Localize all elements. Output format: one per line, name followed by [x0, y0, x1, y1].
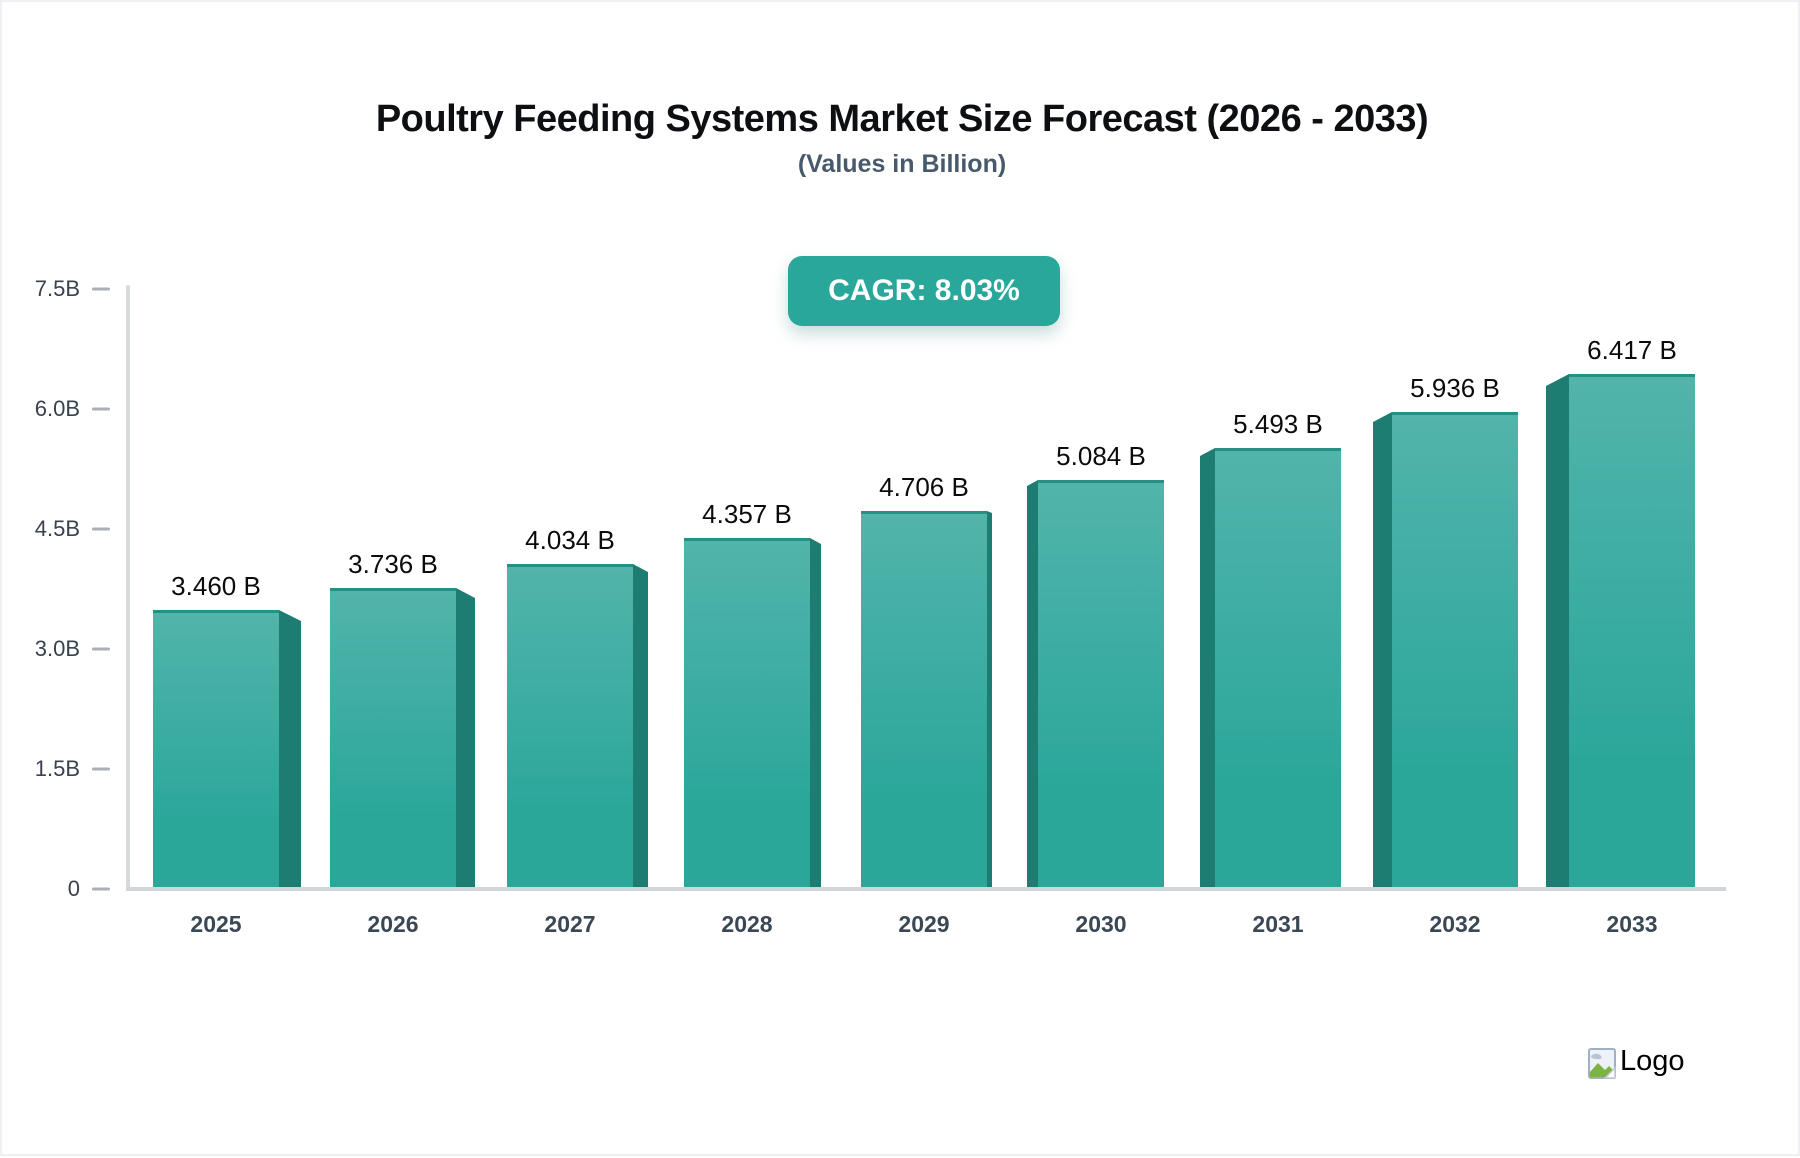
logo: Logo [1588, 1042, 1685, 1080]
cagr-badge: CAGR: 8.03% [788, 256, 1060, 326]
y-axis-line [126, 285, 130, 889]
chart-subtitle: (Values in Billion) [797, 150, 1007, 178]
x-tick-label: 2027 [544, 911, 596, 937]
bar-face [507, 564, 633, 887]
y-tick-mark [92, 527, 110, 531]
bar-face [153, 610, 279, 887]
bar-face [1038, 480, 1164, 887]
logo-alt-text: Logo [1620, 1044, 1685, 1077]
y-tick-mark [92, 287, 110, 291]
x-tick-label: 2026 [367, 911, 419, 937]
chart-title: Poultry Feeding Systems Market Size Fore… [375, 98, 1429, 140]
bar-value-label: 6.417 B [1587, 335, 1677, 365]
bar [1200, 448, 1341, 887]
bar-side-3d [1546, 374, 1569, 887]
bar [330, 588, 475, 887]
x-tick-label: 2033 [1606, 911, 1658, 937]
x-tick-label: 2030 [1075, 911, 1127, 937]
bar [153, 610, 301, 887]
bar-value-label: 4.034 B [525, 525, 615, 555]
bar-face [1569, 374, 1695, 887]
y-tick-label: 0 [67, 876, 80, 901]
x-tick-label: 2032 [1429, 911, 1481, 937]
y-tick-label: 3.0B [34, 636, 80, 661]
y-tick-mark [92, 407, 110, 411]
bar-side-3d [1027, 480, 1038, 887]
bar-value-label: 3.736 B [348, 549, 438, 579]
y-tick-label: 4.5B [34, 516, 80, 541]
bar-value-label: 4.357 B [702, 499, 792, 529]
bar-face [330, 588, 456, 887]
y-tick-mark [92, 767, 110, 771]
broken-image-icon [1588, 1048, 1616, 1079]
bar-side-3d [633, 564, 648, 887]
x-tick-label: 2029 [898, 911, 950, 937]
x-axis-line [126, 887, 1726, 891]
cagr-badge-label: CAGR: 8.03% [828, 274, 1020, 307]
bar-face [1215, 448, 1341, 887]
y-tick-mark [92, 887, 110, 891]
bar [1546, 374, 1695, 887]
x-tick-label: 2031 [1252, 911, 1304, 937]
x-tick-label: 2028 [721, 911, 773, 937]
y-tick-label: 6.0B [34, 396, 80, 421]
bar-value-label: 5.084 B [1056, 441, 1146, 471]
bar-side-3d [279, 610, 301, 887]
bar-side-3d [1200, 448, 1215, 887]
bar [507, 564, 648, 887]
x-tick-label: 2025 [190, 911, 242, 937]
y-tick-label: 7.5B [34, 276, 80, 301]
bar-value-label: 5.936 B [1410, 373, 1500, 403]
bar-side-3d [1373, 412, 1392, 887]
bar-value-label: 3.460 B [171, 571, 261, 601]
y-tick-label: 1.5B [34, 756, 80, 781]
bar [1373, 412, 1518, 887]
bar [684, 538, 821, 887]
bar-value-label: 4.706 B [879, 472, 969, 502]
bar-face [861, 511, 987, 887]
y-tick-mark [92, 647, 110, 651]
bar-side-3d [810, 538, 821, 887]
bar-face [1392, 412, 1518, 887]
bar [861, 511, 992, 887]
bar-face [684, 538, 810, 887]
bar-side-3d [456, 588, 475, 887]
bar-side-3d [987, 511, 992, 887]
bar [1027, 480, 1164, 887]
bar-value-label: 5.493 B [1233, 409, 1323, 439]
